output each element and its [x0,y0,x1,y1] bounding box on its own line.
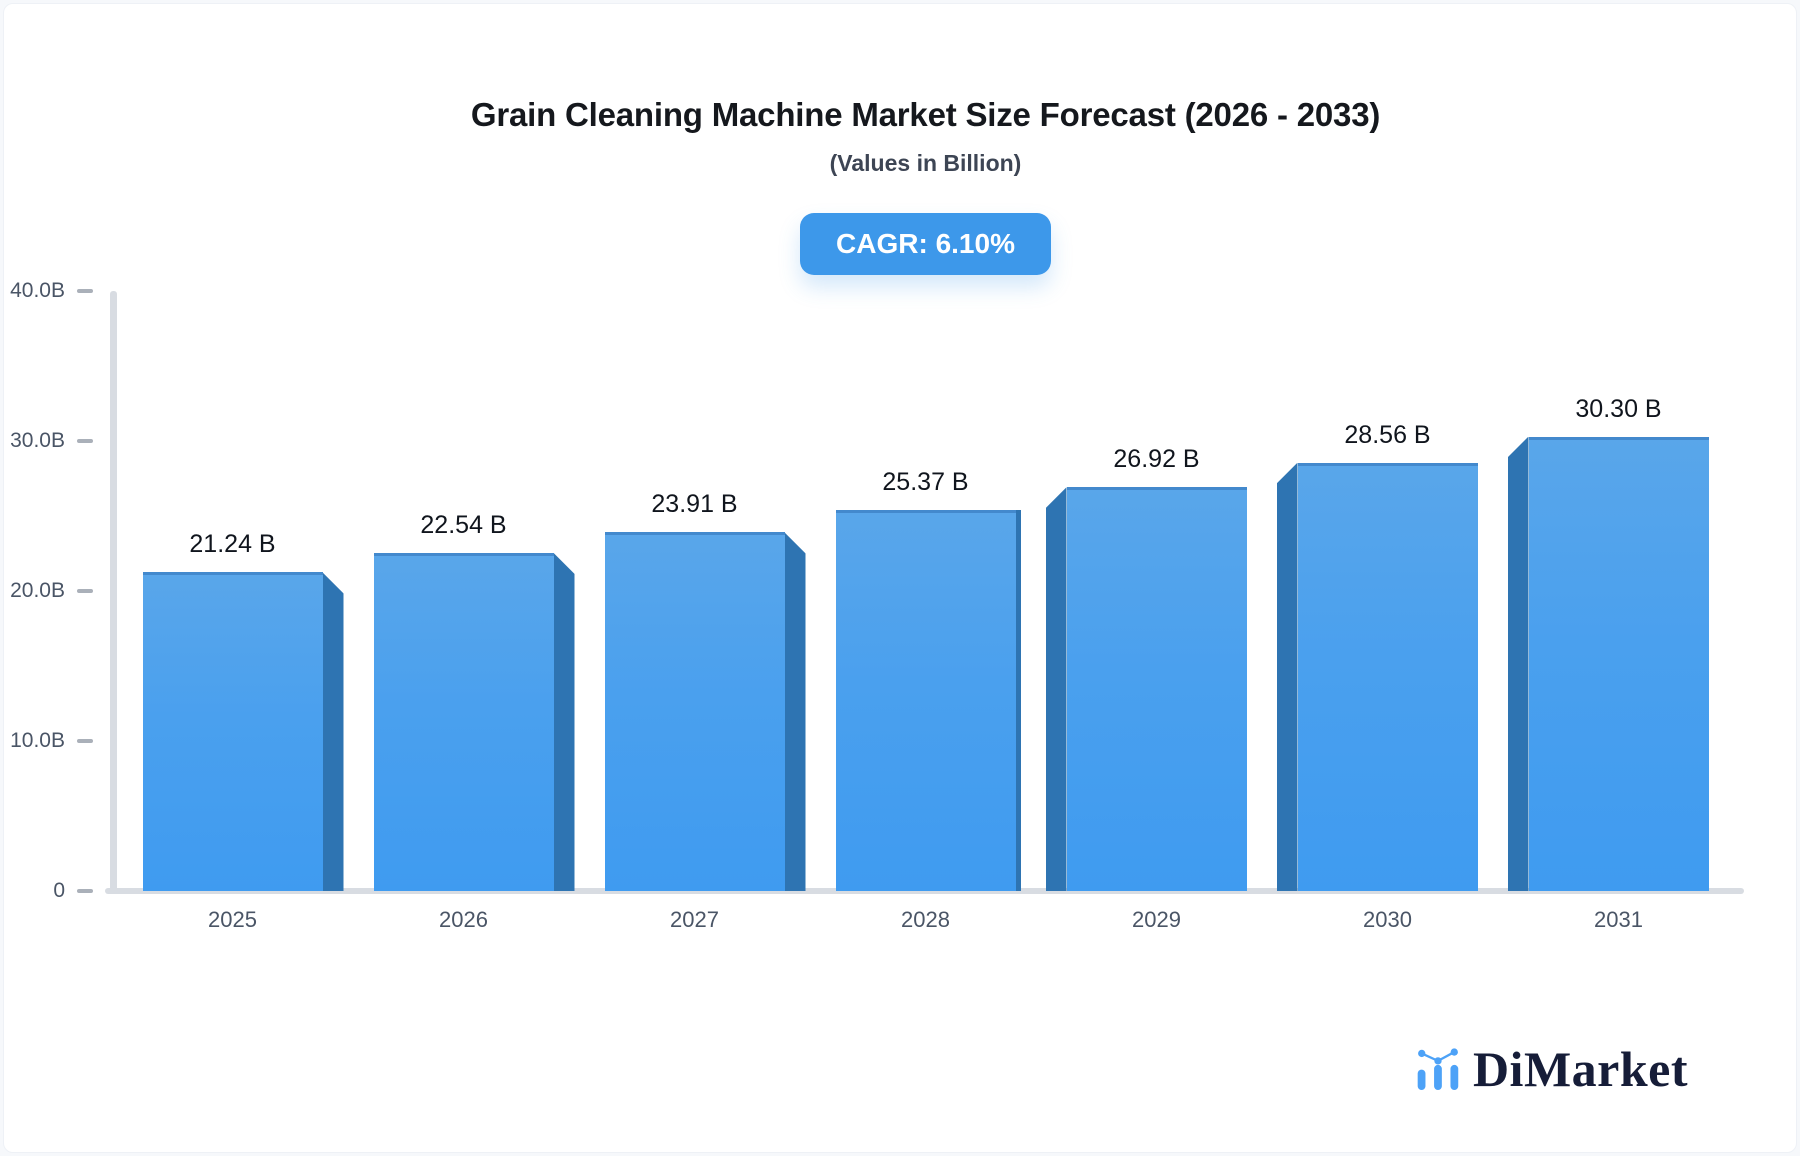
bar-3d-side [784,532,806,891]
bar-3d-side [1507,436,1529,891]
y-axis-line [110,291,117,894]
x-tick-label: 2029 [1132,907,1181,932]
y-tick-mark [77,889,93,893]
bar-value-label: 26.92 B [1113,445,1200,474]
bar-value-label: 30.30 B [1575,394,1662,423]
bar-group-2027: 23.91 B 2027 [579,291,810,932]
dimarket-logo: DiMarket [1416,1040,1688,1098]
bar-value-label: 22.54 B [420,510,507,539]
bar-value-label: 25.37 B [882,468,969,497]
bar-2028 [835,510,1016,891]
bar-2027 [604,532,785,891]
bar-2025 [142,572,323,891]
bar-value-label: 23.91 B [651,490,738,519]
bar-value-label: 21.24 B [189,530,276,559]
bar-group-2025: 21.24 B 2025 [117,291,348,932]
bar-2029 [1066,487,1247,891]
x-tick-label: 2031 [1594,907,1643,932]
bar-group-2030: 28.56 B 2030 [1272,291,1503,932]
bar-group-2031: 30.30 B 2031 [1503,291,1734,932]
bar-3d-side [1015,510,1021,891]
chart-subtitle: (Values in Billion) [829,150,1022,176]
bar-value-label: 28.56 B [1344,420,1431,449]
bar-group-2029: 26.92 B 2029 [1041,291,1272,932]
y-tick-mark [77,739,93,743]
y-tick-label: 40.0B [10,279,65,302]
y-tick-label: 10.0B [10,729,65,752]
bar-3d-side [322,572,344,891]
y-tick-label: 20.0B [10,579,65,602]
x-tick-label: 2030 [1363,907,1412,932]
bar-3d-side [553,552,575,891]
x-tick-label: 2027 [670,907,719,932]
x-tick-label: 2026 [439,907,488,932]
x-tick-label: 2025 [208,907,257,932]
chart-header: Grain Cleaning Machine Market Size Forec… [117,96,1734,275]
bar-chart-logo-icon [1417,1048,1459,1090]
x-tick-label: 2028 [901,907,950,932]
bar-group-2028: 25.37 B 2028 [810,291,1041,932]
bar-2031 [1528,436,1709,891]
cagr-badge: CAGR: 6.10% [800,213,1051,275]
brand-name: DiMarket [1472,1041,1688,1097]
y-tick-mark [77,589,93,593]
bar-group-2026: 22.54 B 2026 [348,291,579,932]
y-tick-label: 30.0B [10,429,65,452]
chart-card: Grain Cleaning Machine Market Size Forec… [3,3,1797,1153]
bar-3d-side [1276,462,1298,891]
y-tick-mark [77,289,93,293]
chart-title: Grain Cleaning Machine Market Size Forec… [470,96,1381,133]
y-tick-mark [77,439,93,443]
bar-3d-side [1045,487,1067,891]
y-tick-label: 0 [53,879,65,902]
x-axis-line [105,888,1744,894]
bar-2030 [1297,462,1478,891]
bar-2026 [373,552,554,891]
